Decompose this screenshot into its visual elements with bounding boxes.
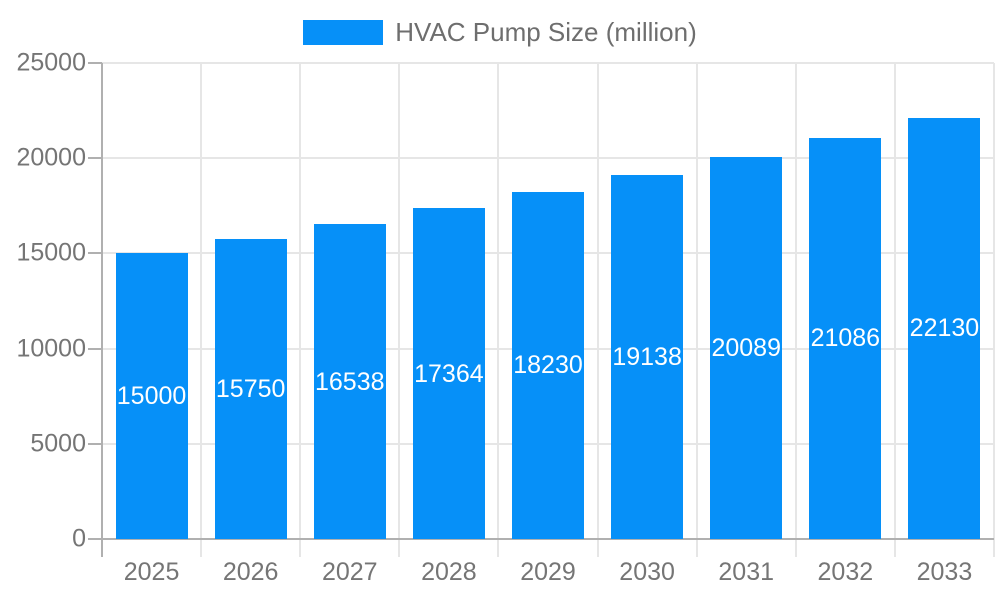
- y-tick-label: 25000: [16, 48, 86, 77]
- x-axis-line: [102, 538, 994, 540]
- legend-swatch[interactable]: [303, 19, 384, 45]
- gridline-v: [299, 63, 302, 557]
- bar-value-label: 17364: [414, 359, 484, 388]
- bar[interactable]: 16538: [313, 224, 386, 539]
- x-tick-label: 2030: [619, 558, 675, 586]
- bar[interactable]: 15750: [214, 239, 287, 539]
- y-tick: [88, 538, 102, 540]
- bar[interactable]: 20089: [710, 156, 783, 539]
- gridline-v: [497, 63, 500, 557]
- gridline-h: [102, 157, 994, 160]
- bar-value-label: 18230: [513, 351, 583, 380]
- bar-value-label: 22130: [909, 314, 980, 343]
- x-tick-label: 2027: [321, 558, 378, 586]
- gridline-v: [893, 63, 896, 557]
- gridline-v: [695, 63, 698, 557]
- x-tick-label: 2033: [916, 558, 973, 586]
- y-tick: [88, 62, 102, 64]
- bar[interactable]: 19138: [611, 174, 684, 539]
- y-tick: [88, 442, 102, 445]
- y-tick: [88, 157, 102, 160]
- bar-value-label: 19138: [612, 342, 682, 371]
- bar-value-label: 15750: [215, 375, 286, 404]
- legend-label[interactable]: HVAC Pump Size (million): [395, 17, 697, 47]
- y-tick-label: 20000: [16, 143, 86, 172]
- y-tick: [88, 252, 102, 255]
- gridline-v: [993, 63, 995, 557]
- y-axis-line: [101, 63, 103, 557]
- x-tick-label: 2031: [718, 558, 775, 586]
- y-tick: [88, 347, 102, 350]
- y-tick-label: 0: [72, 524, 86, 553]
- gridline-h: [102, 62, 994, 64]
- bar-value-label: 15000: [116, 382, 187, 411]
- bar-value-label: 21086: [810, 324, 881, 353]
- bar[interactable]: 21086: [809, 137, 882, 539]
- bar[interactable]: 18230: [512, 191, 584, 539]
- y-tick-label: 15000: [16, 238, 86, 267]
- y-tick-label: 5000: [30, 429, 86, 458]
- gridline-v: [398, 63, 401, 557]
- gridline-v: [794, 63, 797, 557]
- bar-value-label: 20089: [711, 333, 781, 362]
- x-tick-label: 2029: [520, 558, 576, 586]
- gridline-v: [596, 63, 599, 557]
- x-tick-label: 2026: [222, 558, 279, 586]
- x-tick-label: 2032: [817, 558, 874, 586]
- bar[interactable]: 22130: [908, 117, 981, 539]
- legend: HVAC Pump Size (million): [0, 19, 1000, 45]
- y-tick-label: 10000: [16, 334, 86, 363]
- bar[interactable]: 17364: [412, 208, 485, 539]
- bar[interactable]: 15000: [115, 253, 188, 539]
- bar-value-label: 16538: [315, 367, 385, 396]
- x-tick-label: 2025: [123, 558, 180, 586]
- gridline-v: [200, 63, 203, 557]
- x-tick-label: 2028: [421, 558, 477, 586]
